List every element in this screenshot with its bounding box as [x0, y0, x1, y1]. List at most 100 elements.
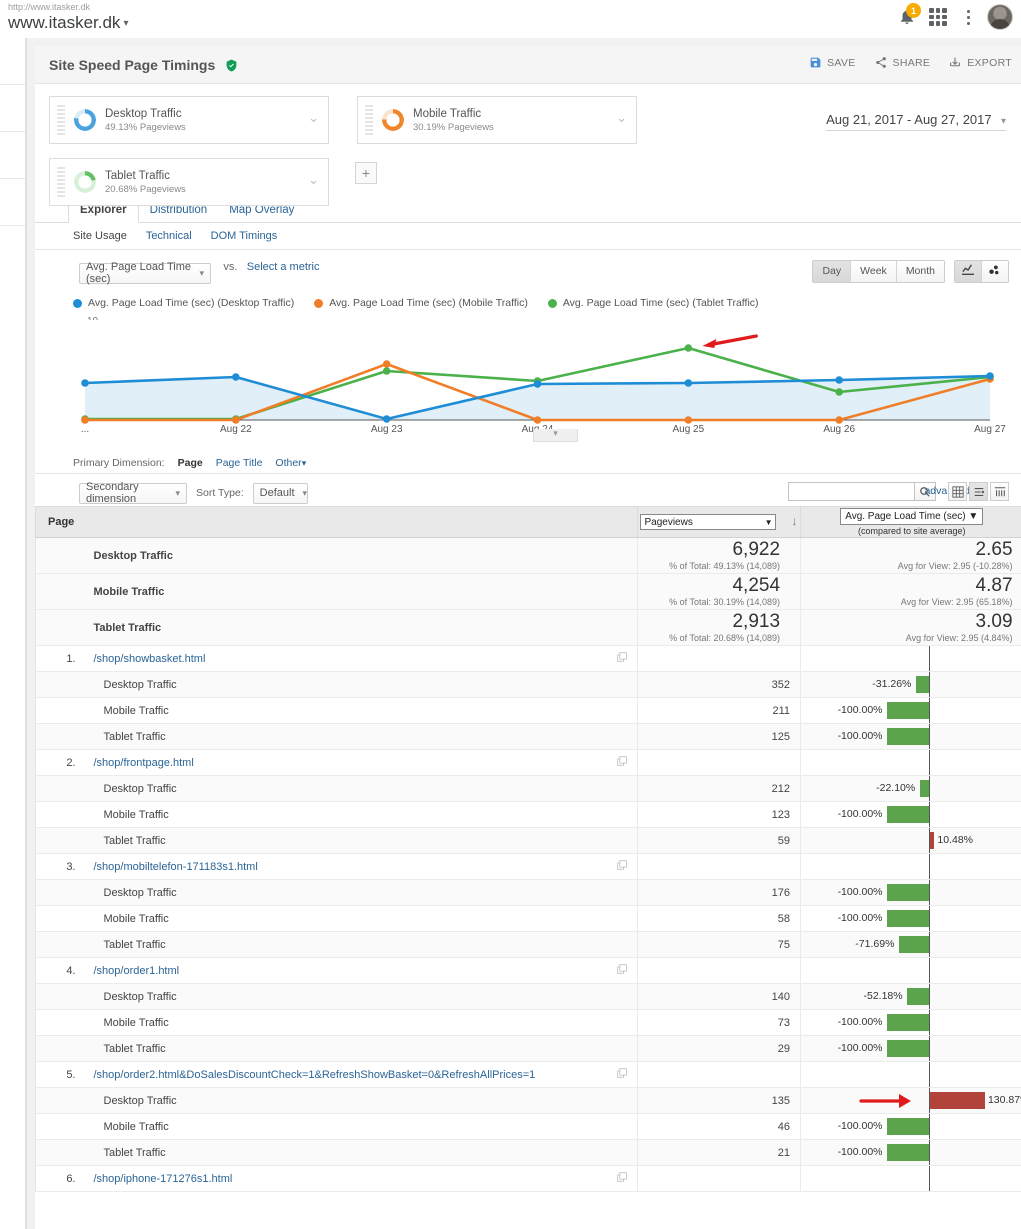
- page-row[interactable]: 2. /shop/frontpage.html: [35, 749, 1021, 776]
- legend-item-desktop[interactable]: Avg. Page Load Time (sec) (Desktop Traff…: [73, 297, 294, 309]
- page-avg-cell: [800, 957, 1021, 984]
- comparison-axis: [929, 1036, 931, 1061]
- granularity-month[interactable]: Month: [896, 261, 944, 282]
- page-row[interactable]: 1. /shop/showbasket.html: [35, 645, 1021, 672]
- pageviews-metric-select[interactable]: Pageviews ▼: [640, 514, 777, 531]
- property-name[interactable]: www.itasker.dk ▾: [8, 13, 129, 32]
- drag-handle-icon[interactable]: [57, 105, 65, 135]
- comparison-bar: 10.48%: [801, 828, 1021, 853]
- tab-map-overlay[interactable]: Map Overlay: [229, 204, 295, 216]
- legend-item-tablet[interactable]: Avg. Page Load Time (sec) (Tablet Traffi…: [547, 297, 759, 309]
- page-row[interactable]: 6. /shop/iphone-171276s1.html: [35, 1165, 1021, 1192]
- avg-metric-select[interactable]: Avg. Page Load Time (sec) ▼: [840, 508, 984, 525]
- secondary-dimension-select[interactable]: Secondary dimension ▾: [79, 481, 187, 505]
- comparison-bar-negative: [887, 884, 930, 901]
- pivot-view-icon[interactable]: [969, 482, 988, 501]
- chevron-down-icon[interactable]: ⌄: [308, 172, 319, 187]
- page-avg-cell: [800, 645, 1021, 672]
- open-in-new-icon[interactable]: [617, 964, 627, 977]
- open-in-new-icon[interactable]: [617, 1172, 627, 1185]
- tab-distribution[interactable]: Distribution: [149, 204, 208, 216]
- chart-collapse-button[interactable]: ▾: [533, 429, 578, 442]
- summary-index: [35, 609, 82, 646]
- rail-divider: [0, 85, 25, 132]
- page-row[interactable]: 3. /shop/mobiltelefon-171183s1.html: [35, 853, 1021, 880]
- table-view-icon[interactable]: [948, 482, 967, 501]
- chevron-down-icon[interactable]: ⌄: [616, 110, 627, 125]
- segment-card-desktop[interactable]: Desktop Traffic 49.13% Pageviews ⌄: [49, 96, 329, 144]
- chevron-down-icon[interactable]: ⌄: [308, 110, 319, 125]
- comparison-pct: -100.00%: [837, 730, 883, 742]
- open-in-new-icon[interactable]: [617, 756, 627, 769]
- search-input[interactable]: [788, 482, 914, 501]
- save-button[interactable]: SAVE: [809, 56, 855, 69]
- summary-avg-value: 4.87: [975, 575, 1013, 596]
- comparison-bar-negative: [907, 988, 929, 1005]
- subtab-technical[interactable]: Technical: [145, 230, 192, 242]
- granularity-group: Day Week Month: [812, 260, 945, 283]
- primary-metric-select[interactable]: Avg. Page Load Time (sec) ▾: [79, 261, 211, 285]
- open-in-new-icon[interactable]: [617, 1068, 627, 1081]
- notification-badge: 1: [906, 3, 921, 18]
- page-url-link[interactable]: /shop/showbasket.html: [93, 652, 206, 665]
- comparison-axis: [929, 1062, 931, 1087]
- subtab-dom-timings[interactable]: DOM Timings: [210, 230, 278, 242]
- primary-dimension-page-title[interactable]: Page Title: [215, 456, 263, 469]
- sort-arrow-icon[interactable]: ↓: [791, 513, 798, 528]
- sort-type-select[interactable]: Default ▾: [252, 482, 308, 504]
- page-avg-cell: [800, 749, 1021, 776]
- comparison-bar: [801, 1062, 1021, 1087]
- user-avatar[interactable]: [987, 4, 1013, 30]
- open-in-new-icon[interactable]: [617, 652, 627, 665]
- export-button[interactable]: EXPORT: [948, 56, 1012, 69]
- page-url-link[interactable]: /shop/order2.html&DoSalesDiscountCheck=1…: [93, 1068, 536, 1081]
- subtab-site-usage[interactable]: Site Usage: [73, 230, 127, 242]
- summary-pageviews-cell: 4,254 % of Total: 30.19% (14,089): [637, 573, 801, 610]
- add-segment-button[interactable]: +: [355, 162, 377, 184]
- legend-item-mobile[interactable]: Avg. Page Load Time (sec) (Mobile Traffi…: [314, 297, 528, 309]
- page-url-link[interactable]: /shop/order1.html: [93, 964, 180, 977]
- granularity-day[interactable]: Day: [813, 261, 852, 282]
- drag-handle-icon[interactable]: [365, 105, 373, 135]
- date-range-picker[interactable]: Aug 21, 2017 - Aug 27, 2017 ▾: [826, 112, 1006, 131]
- device-name: Mobile Traffic: [81, 1009, 638, 1036]
- comparison-axis: [929, 1114, 931, 1139]
- share-label: SHARE: [892, 56, 931, 69]
- comparison-axis: [929, 802, 931, 827]
- comparison-bar: -100.00%: [801, 1140, 1021, 1165]
- page-url-link[interactable]: /shop/frontpage.html: [93, 756, 194, 769]
- line-chart-icon[interactable]: [955, 261, 982, 282]
- comparison-bar-negative: [898, 936, 929, 953]
- comparison-axis: [929, 672, 931, 697]
- bubble-chart-icon[interactable]: [982, 261, 1008, 282]
- primary-dimension-active[interactable]: Page: [177, 456, 203, 469]
- device-index: [35, 905, 82, 932]
- select-a-metric-link[interactable]: Select a metric: [246, 261, 320, 273]
- comparison-bar-negative: [919, 780, 929, 797]
- secondary-dimension-value: Secondary dimension: [86, 481, 139, 505]
- page-row[interactable]: 4. /shop/order1.html: [35, 957, 1021, 984]
- segment-card-tablet[interactable]: Tablet Traffic 20.68% Pageviews ⌄: [49, 158, 329, 206]
- kebab-menu-icon[interactable]: [960, 9, 974, 25]
- share-button[interactable]: SHARE: [874, 56, 931, 69]
- page-url-link[interactable]: /shop/iphone-171276s1.html: [93, 1172, 233, 1185]
- comparison-bar: -31.26%: [801, 672, 1021, 697]
- search-icon[interactable]: [914, 482, 936, 501]
- page-row[interactable]: 5. /shop/order2.html&DoSalesDiscountCheck…: [35, 1061, 1021, 1088]
- granularity-week[interactable]: Week: [851, 261, 897, 282]
- page-pageviews-cell: [637, 853, 801, 880]
- page-url-link[interactable]: /shop/mobiltelefon-171183s1.html: [93, 860, 258, 873]
- segment-metric: 49.13% Pageviews: [105, 121, 186, 133]
- segment-card-mobile[interactable]: Mobile Traffic 30.19% Pageviews ⌄: [357, 96, 637, 144]
- comparison-view-icon[interactable]: [990, 482, 1009, 501]
- property-selector[interactable]: http://www.itasker.dk www.itasker.dk ▾: [8, 2, 128, 33]
- primary-dimension-other[interactable]: Other▾: [275, 456, 307, 469]
- page-url-cell: /shop/iphone-171276s1.html: [81, 1165, 638, 1192]
- apps-grid-icon[interactable]: [929, 8, 947, 26]
- open-in-new-icon[interactable]: [617, 860, 627, 873]
- bell-icon[interactable]: 1: [898, 3, 921, 27]
- segment-metric: 30.19% Pageviews: [413, 121, 494, 133]
- drag-handle-icon[interactable]: [57, 167, 65, 197]
- column-header-page[interactable]: Page: [34, 506, 638, 538]
